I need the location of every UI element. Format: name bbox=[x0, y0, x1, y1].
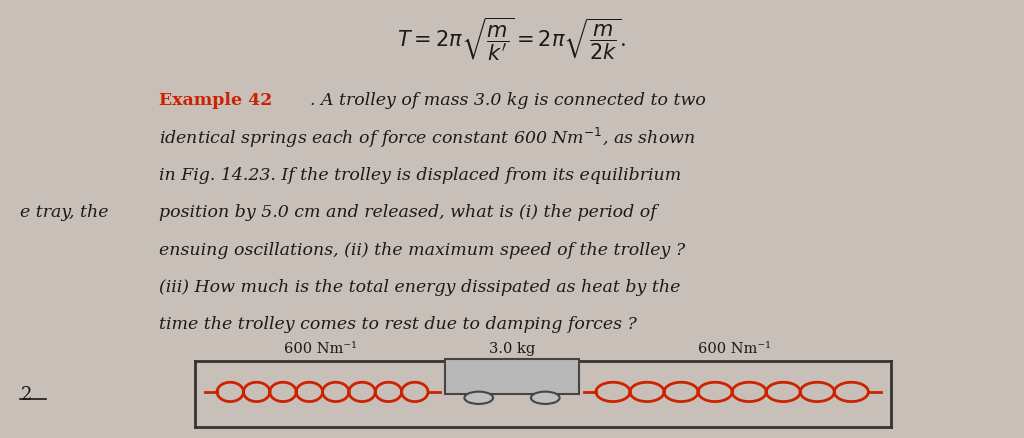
Text: 600 Nm⁻¹: 600 Nm⁻¹ bbox=[698, 341, 771, 355]
Text: identical springs each of force constant 600 Nm$^{-1}$, as shown: identical springs each of force constant… bbox=[159, 126, 695, 150]
Text: 600 Nm⁻¹: 600 Nm⁻¹ bbox=[284, 341, 356, 355]
Text: 3.0 kg: 3.0 kg bbox=[488, 341, 536, 355]
Text: position by 5.0 cm and released, what is (i) the period of: position by 5.0 cm and released, what is… bbox=[159, 204, 656, 221]
Text: ensuing oscillations, (ii) the maximum speed of the trolley ?: ensuing oscillations, (ii) the maximum s… bbox=[159, 241, 685, 258]
Text: (iii) How much is the total energy dissipated as heat by the: (iii) How much is the total energy dissi… bbox=[159, 279, 680, 295]
Circle shape bbox=[530, 392, 559, 404]
Text: in Fig. 14.23. If the trolley is displaced from its equilibrium: in Fig. 14.23. If the trolley is displac… bbox=[159, 167, 681, 184]
Text: e tray, the: e tray, the bbox=[20, 204, 109, 221]
FancyBboxPatch shape bbox=[445, 359, 579, 394]
Text: Example 42: Example 42 bbox=[159, 92, 272, 109]
Text: . A trolley of mass 3.0 kg is connected to two: . A trolley of mass 3.0 kg is connected … bbox=[310, 92, 707, 109]
Text: time the trolley comes to rest due to damping forces ?: time the trolley comes to rest due to da… bbox=[159, 316, 637, 332]
Text: 2: 2 bbox=[20, 385, 32, 403]
Text: $T=2\pi\sqrt{\dfrac{m}{k'}}=2\pi\sqrt{\dfrac{m}{2k}}$.: $T=2\pi\sqrt{\dfrac{m}{k'}}=2\pi\sqrt{\d… bbox=[397, 15, 627, 64]
Circle shape bbox=[464, 392, 494, 404]
